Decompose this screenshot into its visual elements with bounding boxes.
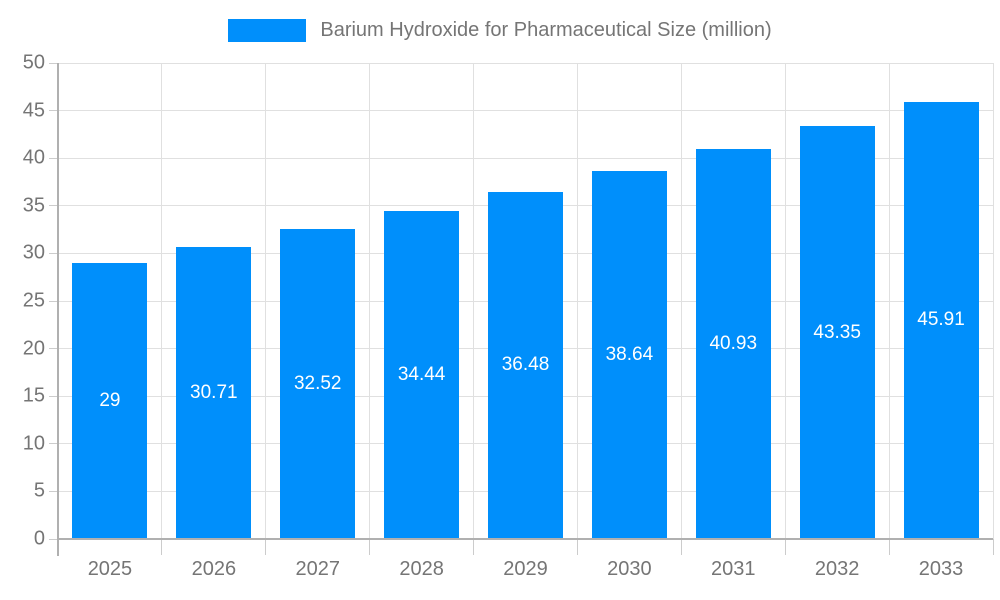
x-gridline (992, 63, 994, 539)
y-axis-tick (49, 62, 58, 64)
x-gridline (161, 63, 163, 539)
y-axis-label: 40 (22, 146, 45, 169)
x-axis-tick (992, 539, 994, 555)
y-axis-tick (49, 252, 58, 254)
y-axis-label: 35 (22, 194, 45, 217)
x-axis-label: 2028 (399, 558, 444, 580)
legend-label: Barium Hydroxide for Pharmaceutical Size… (320, 19, 772, 41)
y-axis-tick (49, 157, 58, 159)
bar-value-label: 38.64 (605, 344, 654, 366)
y-axis-label: 45 (22, 99, 45, 122)
bar-value-label: 29 (99, 389, 121, 411)
x-axis-label: 2030 (607, 558, 652, 580)
bar-2033: 45.91 (903, 101, 979, 539)
y-axis-label: 20 (22, 337, 45, 360)
y-axis-tick (49, 443, 58, 445)
y-axis-tick (49, 110, 58, 112)
y-axis-tick (49, 205, 58, 207)
x-gridline (473, 63, 475, 539)
x-axis-label: 2031 (711, 558, 756, 580)
x-axis-label: 2032 (814, 558, 860, 580)
x-gridline (265, 63, 267, 539)
x-axis-tick (888, 539, 890, 555)
y-axis-label: 10 (22, 432, 45, 455)
bar-value-label: 34.44 (397, 364, 446, 386)
x-axis-label: 2025 (87, 558, 133, 580)
x-axis-line (58, 538, 993, 540)
y-axis-label: 30 (22, 241, 45, 264)
x-axis-label: 2033 (918, 558, 964, 580)
bar-value-label: 40.93 (709, 333, 758, 355)
x-axis-tick (576, 539, 578, 555)
y-axis-tick (49, 538, 58, 540)
bar-2028: 34.44 (384, 211, 460, 539)
bar-2025: 29 (72, 262, 148, 539)
bar-value-label: 30.71 (190, 381, 238, 403)
bar-2031: 40.93 (695, 149, 771, 539)
legend-item[interactable]: Barium Hydroxide for Pharmaceutical Size… (0, 19, 1000, 42)
y-axis-tick (49, 395, 58, 397)
x-axis-tick (265, 539, 267, 555)
bar-value-label: 43.35 (813, 321, 861, 343)
x-axis-tick (784, 539, 786, 555)
bar-value-label: 36.48 (501, 354, 550, 376)
x-axis-tick (473, 539, 475, 555)
x-axis-tick (161, 539, 163, 555)
y-gridline (58, 110, 993, 112)
x-axis-tick (680, 539, 682, 555)
y-axis-label: 5 (33, 479, 45, 502)
x-gridline (576, 63, 578, 539)
legend-swatch (228, 19, 307, 42)
y-axis-line (57, 63, 59, 556)
y-axis-label: 50 (22, 51, 45, 74)
x-gridline (680, 63, 682, 539)
bar-2026: 30.71 (176, 246, 252, 539)
y-axis-label: 0 (33, 527, 45, 550)
y-axis-tick (49, 348, 58, 350)
x-gridline (369, 63, 371, 539)
x-axis-label: 2026 (191, 558, 237, 580)
y-axis-label: 25 (22, 289, 45, 312)
x-axis-tick (369, 539, 371, 555)
y-axis-label: 15 (22, 384, 45, 407)
bar-value-label: 45.91 (917, 309, 965, 331)
x-axis-label: 2029 (503, 558, 548, 580)
bar-value-label: 32.52 (293, 373, 342, 395)
y-gridline (58, 157, 993, 159)
x-gridline (888, 63, 890, 539)
x-axis-label: 2027 (295, 558, 340, 580)
bar-2030: 38.64 (591, 171, 667, 539)
y-axis-tick (49, 490, 58, 492)
bar-2027: 32.52 (280, 229, 356, 539)
plot-area: 0 5 10 15 20 25 30 35 40 45 50 29 2025 30.71 2026 32.52… (23, 52, 994, 580)
bar-2029: 36.48 (488, 191, 563, 539)
y-axis-tick (49, 300, 58, 302)
bar-2032: 43.35 (799, 126, 875, 539)
y-gridline (58, 62, 993, 64)
x-gridline (784, 63, 786, 539)
